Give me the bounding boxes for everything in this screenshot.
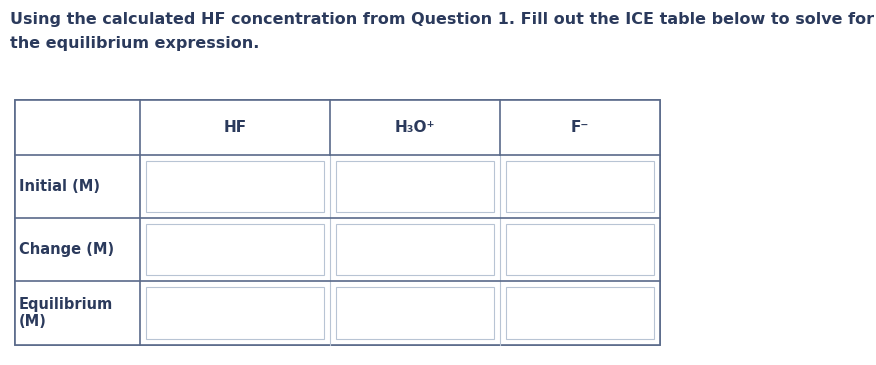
Text: F⁻: F⁻ — [571, 120, 590, 135]
Bar — [506, 224, 654, 275]
Bar — [506, 287, 654, 339]
Text: Change (M): Change (M) — [19, 242, 114, 257]
Bar — [146, 224, 324, 275]
Bar — [146, 287, 324, 339]
Bar — [15, 100, 660, 345]
Text: H₃O⁺: H₃O⁺ — [395, 120, 435, 135]
Text: Using the calculated HF concentration from Question 1. Fill out the ICE table be: Using the calculated HF concentration fr… — [10, 12, 874, 27]
Text: Initial (M): Initial (M) — [19, 179, 100, 194]
Bar — [146, 161, 324, 212]
Bar — [15, 100, 660, 345]
Text: HF: HF — [223, 120, 246, 135]
Bar — [506, 161, 654, 212]
Bar — [336, 224, 494, 275]
Text: the equilibrium expression.: the equilibrium expression. — [10, 36, 259, 51]
Text: Equilibrium
(M): Equilibrium (M) — [19, 297, 113, 329]
Bar — [336, 161, 494, 212]
Bar — [336, 287, 494, 339]
